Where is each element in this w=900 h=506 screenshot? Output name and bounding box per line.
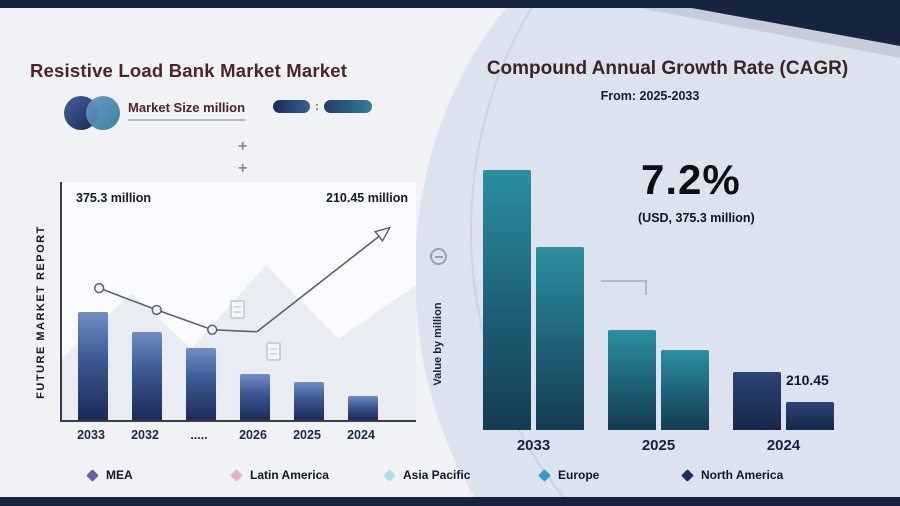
top-border [0,0,900,8]
cagr-bar [483,170,531,430]
x-axis-label: 2024 [766,437,801,454]
future-market-report-label: FUTURE MARKET REPORT [35,225,47,399]
cagr-bar [661,350,709,430]
legend-item: North America [681,468,784,482]
cagr-bar [536,247,584,430]
market-bar [186,348,216,420]
pill-separator: : [315,99,319,113]
legend-diamond-icon [86,468,99,482]
disc-front-icon [86,96,120,130]
bar-group: 2025 [608,330,709,454]
x-axis-label: 2024 [347,428,375,442]
bar-group: 2024 [733,372,834,454]
legend-label: North America [701,468,784,482]
plus-decoration-icon: + [238,160,248,177]
market-trend-chart: 375.3 million 210.45 million [60,182,416,422]
x-axis-label: 2033 [77,428,105,442]
plus-decoration-icon: + [238,138,248,155]
legend-label: Europe [558,468,600,482]
legend-item: MEA [86,468,133,482]
market-bar [348,396,378,420]
value-label: 210.45 [786,372,829,388]
trend-arrow [93,226,392,335]
bar-group: 2033 [483,170,584,454]
legend-item: Asia Pacific [383,468,471,482]
region-legend: MEA Latin America Asia Pacific Europe North … [0,465,900,489]
cagr-subtitle: From: 2025-2033 [600,89,700,103]
cagr-bar [786,402,834,430]
legend-diamond-icon [230,468,243,482]
market-bar [240,374,270,420]
market-size-pills: : [273,100,372,113]
left-chart-title: Resistive Load Bank Market Market [30,60,348,81]
x-axis-label: ..... [190,428,208,442]
legend-item: Europe [538,468,600,482]
document-icon [266,342,281,361]
left-x-labels: 2033 2032..... 2026 2025 2024 [66,428,386,442]
circle-minus-icon [430,248,447,265]
market-size-label: Market Size million [128,100,246,121]
cagr-value: 7.2% [641,156,741,203]
value-annotation-right: 210.45 million [326,191,408,205]
cagr-bar [733,372,781,430]
pill-icon [324,100,372,113]
x-axis-label: 2026 [239,428,267,442]
market-bar [294,382,324,420]
document-icon [230,300,245,319]
x-axis-label: 2032 [131,428,159,442]
legend-label: Latin America [250,468,329,482]
cagr-title: Compound Annual Growth Rate (CAGR) [486,58,849,79]
market-bar [78,312,108,420]
left-bars [78,182,378,420]
market-bar [132,332,162,420]
cagr-note: (USD, 375.3 million) [638,211,755,225]
cagr-bar [608,330,656,430]
x-axis-label: 2025 [293,428,321,442]
step-decoration [601,280,647,295]
value-annotation-left: 375.3 million [76,191,152,205]
legend-diamond-icon [383,468,396,482]
x-axis-label: 2025 [641,437,676,454]
legend-label: Asia Pacific [403,468,471,482]
legend-item: Latin America [230,468,329,482]
x-axis-label: 2033 [516,437,551,454]
legend-label: MEA [106,468,133,482]
legend-diamond-icon [538,468,551,482]
y-axis-label: Value by million [432,302,444,386]
legend-diamond-icon [681,468,694,482]
background-swoosh-outline [470,0,900,506]
bottom-border [0,497,900,506]
market-size-disc-icon [64,94,124,132]
right-bars: 2033 2025 2024 [483,152,834,454]
pill-icon [273,100,310,113]
